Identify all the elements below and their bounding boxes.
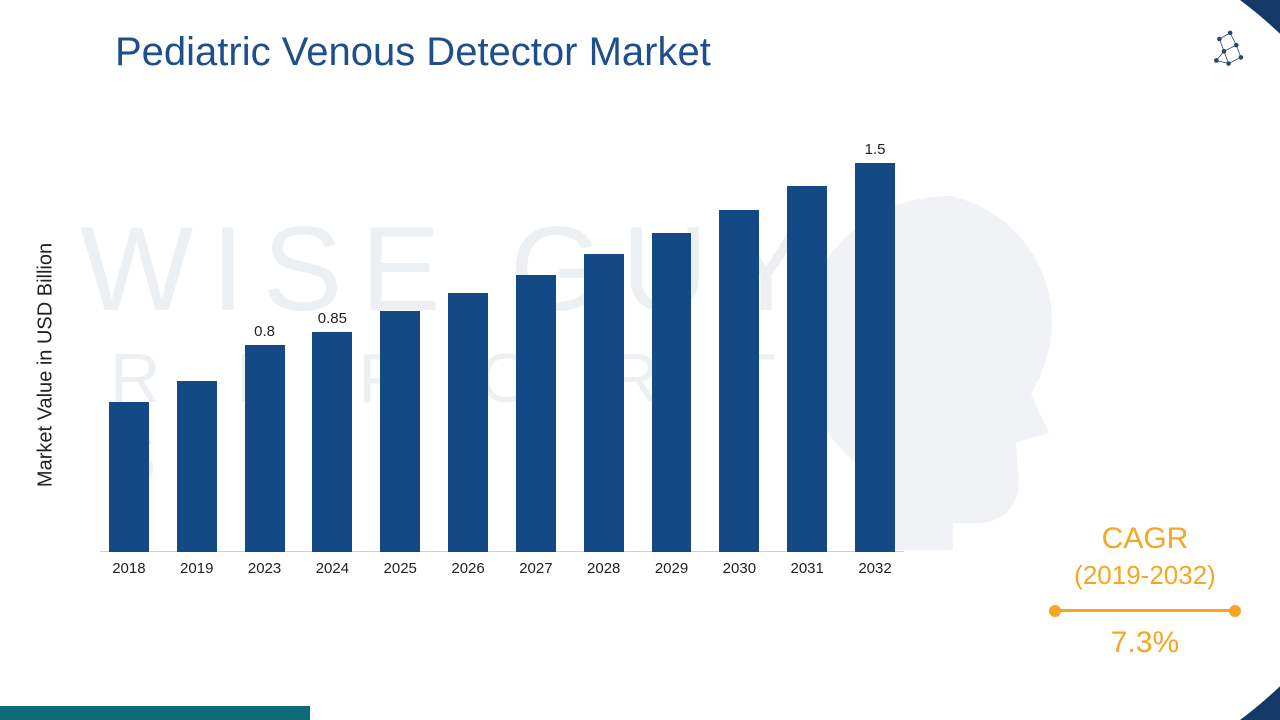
bar-2028 — [579, 150, 629, 552]
bar-rect — [380, 311, 420, 552]
bar-rect — [652, 233, 692, 552]
x-tick-label: 2030 — [714, 554, 764, 580]
bar-rect — [177, 381, 217, 552]
bar-rect — [787, 186, 827, 552]
x-tick-label: 2029 — [647, 554, 697, 580]
x-tick-label: 2028 — [579, 554, 629, 580]
bar-value-label: 0.8 — [245, 323, 285, 340]
bar-rect — [516, 275, 556, 553]
bar-rect: 0.85 — [312, 332, 352, 552]
bar-rect — [448, 293, 488, 552]
cagr-label: CAGR — [1035, 522, 1255, 556]
x-tick-label: 2024 — [307, 554, 357, 580]
bar-2019 — [172, 150, 222, 552]
bar-2032: 1.5 — [850, 150, 900, 552]
x-tick-label: 2023 — [240, 554, 290, 580]
stage: WISE GUY R E P O R T S Pediatric Venous … — [0, 0, 1280, 720]
bar-2026 — [443, 150, 493, 552]
x-tick-label: 2027 — [511, 554, 561, 580]
cagr-period: (2019-2032) — [1035, 560, 1255, 591]
x-tick-label: 2025 — [375, 554, 425, 580]
cagr-divider — [1055, 609, 1235, 612]
x-tick-label: 2026 — [443, 554, 493, 580]
x-tick-label: 2018 — [104, 554, 154, 580]
brand-head-icon — [1184, 16, 1264, 108]
bottom-accent-bar — [0, 706, 310, 720]
bar-2023: 0.8 — [240, 150, 290, 552]
x-tick-label: 2031 — [782, 554, 832, 580]
chart-title: Pediatric Venous Detector Market — [115, 30, 711, 75]
y-axis-label: Market Value in USD Billion — [35, 243, 58, 487]
bar-2030 — [714, 150, 764, 552]
bar-rect — [584, 254, 624, 552]
bar-2024: 0.85 — [307, 150, 357, 552]
bar-rect — [109, 402, 149, 552]
bar-rect — [719, 210, 759, 552]
x-axis-labels: 2018 2019 2023 2024 2025 2026 2027 2028 2029 2030… — [100, 554, 904, 580]
bar-value-label: 1.5 — [855, 141, 895, 158]
bar-chart: Market Value in USD Billion 0.80.851.5 2… — [64, 150, 904, 580]
bar-value-label: 0.85 — [312, 310, 352, 327]
plot-area: 0.8 0.85 1.5 — [100, 150, 904, 552]
bar-2031 — [782, 150, 832, 552]
cagr-value: 7.3% — [1035, 626, 1255, 660]
bar-rect: 0.8 — [245, 345, 285, 552]
x-tick-label: 2019 — [172, 554, 222, 580]
bar-2018 — [104, 150, 154, 552]
bar-2027 — [511, 150, 561, 552]
bar-2029 — [647, 150, 697, 552]
cagr-block: CAGR (2019-2032) 7.3% — [1035, 522, 1255, 660]
bar-rect: 1.5 — [855, 163, 895, 552]
x-tick-label: 2032 — [850, 554, 900, 580]
bars-container: 0.8 0.85 1.5 — [100, 150, 904, 552]
bar-2025 — [375, 150, 425, 552]
